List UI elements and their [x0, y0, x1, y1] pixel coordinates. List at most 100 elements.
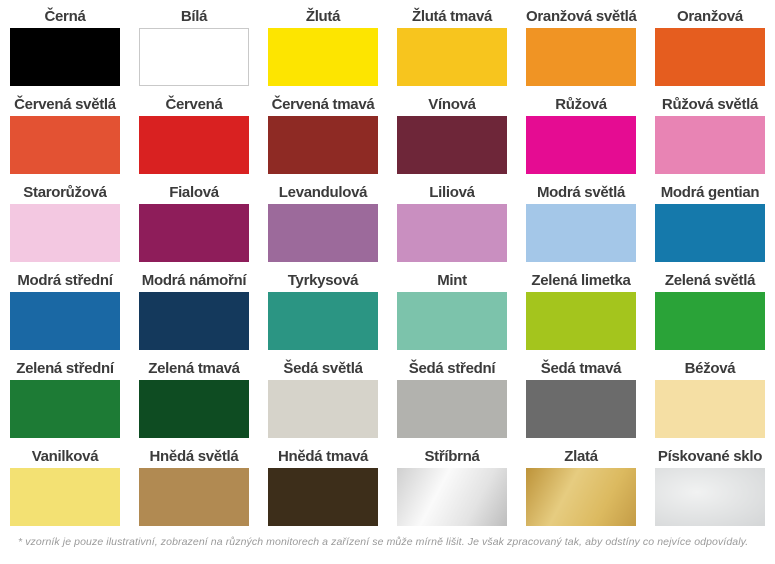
swatch-label: Červená tmavá	[271, 96, 375, 113]
swatch-label: Fialová	[169, 184, 219, 201]
swatch-cell: Žlutá tmavá	[397, 6, 507, 86]
swatch-color	[397, 380, 507, 438]
swatch-cell: Starorůžová	[10, 182, 120, 262]
swatch-label: Šedá tmavá	[540, 360, 622, 377]
swatch-color	[655, 292, 765, 350]
swatch-cell: Levandulová	[268, 182, 378, 262]
swatch-cell: Šedá střední	[397, 358, 507, 438]
swatch-label: Zelená střední	[16, 360, 114, 377]
swatch-label: Černá	[44, 8, 86, 25]
swatch-cell: Vanilková	[10, 446, 120, 526]
swatch-cell: Šedá světlá	[268, 358, 378, 438]
swatch-color	[526, 28, 636, 86]
swatch-cell: Zlatá	[526, 446, 636, 526]
swatch-color	[655, 28, 765, 86]
swatch-label: Červená	[165, 96, 223, 113]
footnote: * vzorník je pouze ilustrativní, zobraze…	[18, 536, 749, 548]
swatch-label: Vanilková	[31, 448, 99, 465]
swatch-cell: Šedá tmavá	[526, 358, 636, 438]
swatch-label: Zelená světlá	[664, 272, 756, 289]
swatch-label: Šedá střední	[408, 360, 496, 377]
swatch-label: Červená světlá	[14, 96, 116, 113]
swatch-cell: Modrá gentian	[655, 182, 765, 262]
swatch-color	[10, 468, 120, 526]
swatch-cell: Vínová	[397, 94, 507, 174]
swatch-label: Zelená tmavá	[148, 360, 240, 377]
swatch-color	[397, 468, 507, 526]
swatch-label: Starorůžová	[23, 184, 107, 201]
swatch-label: Růžová	[555, 96, 607, 113]
swatch-cell: Liliová	[397, 182, 507, 262]
swatch-color	[139, 380, 249, 438]
swatch-color	[139, 28, 249, 86]
swatch-label: Modrá střední	[17, 272, 113, 289]
swatch-color	[397, 204, 507, 262]
swatch-cell: Pískované sklo	[655, 446, 765, 526]
swatch-cell: Růžová světlá	[655, 94, 765, 174]
swatch-label: Šedá světlá	[283, 360, 363, 377]
swatch-color	[10, 28, 120, 86]
swatch-color	[397, 292, 507, 350]
swatch-color	[397, 116, 507, 174]
swatch-cell: Tyrkysová	[268, 270, 378, 350]
swatch-color	[268, 116, 378, 174]
swatch-label: Pískované sklo	[657, 448, 763, 465]
swatch-color	[526, 292, 636, 350]
swatch-color	[526, 204, 636, 262]
swatch-cell: Zelená limetka	[526, 270, 636, 350]
swatch-label: Hnědá světlá	[149, 448, 239, 465]
swatch-label: Žlutá tmavá	[411, 8, 493, 25]
swatch-cell: Růžová	[526, 94, 636, 174]
swatch-color	[268, 28, 378, 86]
swatch-label: Mint	[437, 272, 467, 289]
swatch-color	[655, 204, 765, 262]
swatch-cell: Žlutá	[268, 6, 378, 86]
swatch-cell: Bílá	[139, 6, 249, 86]
swatch-color	[139, 468, 249, 526]
swatch-color	[268, 468, 378, 526]
swatch-color	[10, 292, 120, 350]
swatch-color	[139, 292, 249, 350]
swatch-cell: Fialová	[139, 182, 249, 262]
swatch-label: Stříbrná	[424, 448, 480, 465]
swatch-cell: Oranžová	[655, 6, 765, 86]
swatch-cell: Modrá střední	[10, 270, 120, 350]
swatch-label: Vínová	[428, 96, 476, 113]
swatch-label: Levandulová	[278, 184, 368, 201]
swatch-cell: Stříbrná	[397, 446, 507, 526]
swatch-color	[10, 204, 120, 262]
swatch-label: Oranžová	[677, 8, 743, 25]
swatch-cell: Modrá námořní	[139, 270, 249, 350]
swatch-label: Béžová	[684, 360, 736, 377]
swatch-label: Liliová	[429, 184, 475, 201]
swatch-color	[655, 468, 765, 526]
swatch-color	[10, 380, 120, 438]
swatch-label: Modrá gentian	[660, 184, 760, 201]
swatch-label: Tyrkysová	[287, 272, 359, 289]
swatch-color	[526, 468, 636, 526]
swatch-color	[139, 204, 249, 262]
swatch-cell: Červená	[139, 94, 249, 174]
swatch-color	[397, 28, 507, 86]
swatch-color	[10, 116, 120, 174]
swatch-cell: Zelená světlá	[655, 270, 765, 350]
swatch-label: Žlutá	[305, 8, 341, 25]
swatch-label: Oranžová světlá	[526, 8, 637, 25]
swatch-cell: Černá	[10, 6, 120, 86]
swatch-label: Hnědá tmavá	[277, 448, 369, 465]
swatch-label: Růžová světlá	[661, 96, 759, 113]
swatch-cell: Mint	[397, 270, 507, 350]
swatch-cell: Zelená střední	[10, 358, 120, 438]
swatch-label: Modrá světlá	[536, 184, 626, 201]
swatch-color	[526, 380, 636, 438]
swatch-label: Modrá námořní	[141, 272, 247, 289]
swatch-label: Zelená limetka	[531, 272, 631, 289]
swatch-cell: Béžová	[655, 358, 765, 438]
swatch-label: Bílá	[180, 8, 208, 25]
swatch-color	[268, 204, 378, 262]
swatch-cell: Hnědá tmavá	[268, 446, 378, 526]
swatch-cell: Hnědá světlá	[139, 446, 249, 526]
swatch-color	[655, 380, 765, 438]
swatch-cell: Oranžová světlá	[526, 6, 637, 86]
